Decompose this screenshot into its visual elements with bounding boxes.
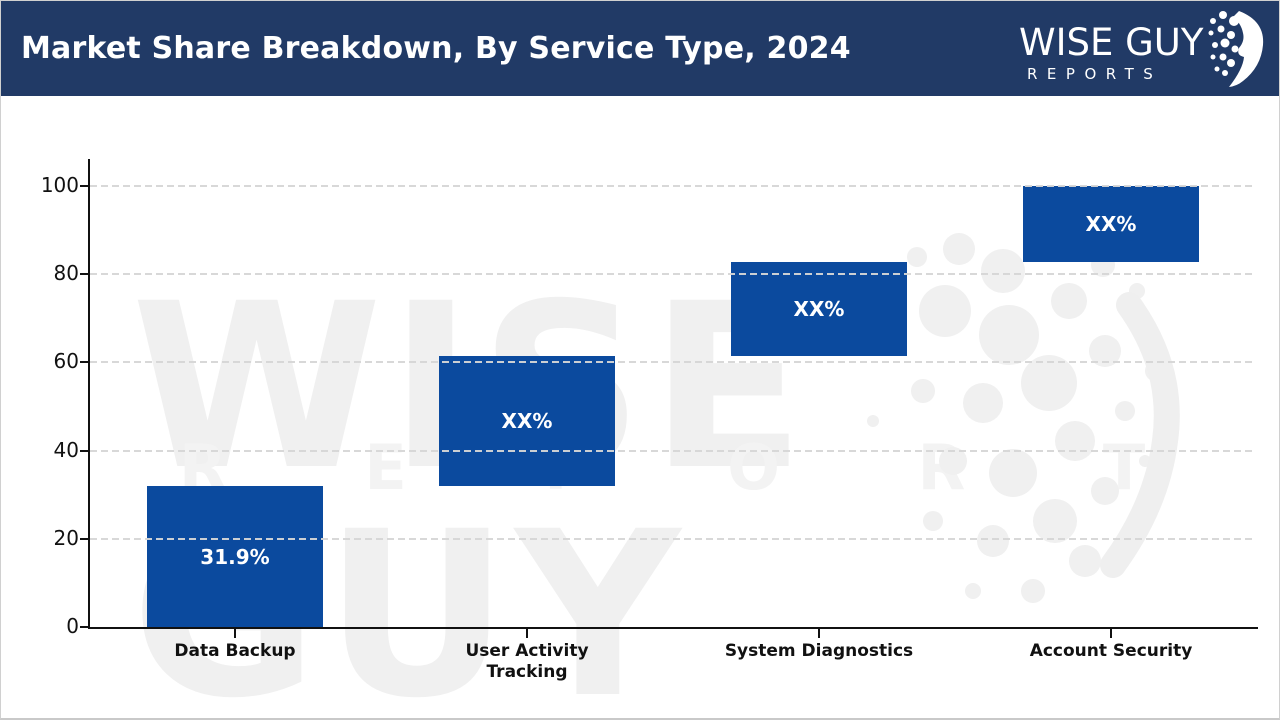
logo-head-dots xyxy=(1208,11,1264,87)
gridline-40 xyxy=(90,449,1256,452)
page-title: Market Share Breakdown, By Service Type,… xyxy=(21,31,851,66)
x-tick-mark-account-security xyxy=(1110,629,1112,638)
gridline-100 xyxy=(90,185,1256,187)
y-tick-label-0: 0 xyxy=(66,614,79,638)
y-tick-mark-20 xyxy=(80,537,88,540)
wise-guy-reports-logo: WISE GUY REPORTS xyxy=(1019,11,1264,87)
bar-value-label: XX% xyxy=(501,409,553,434)
y-tick-label-60: 60 xyxy=(53,349,79,374)
x-tick-mark-user-activity-tracking xyxy=(526,629,528,638)
bar-value-label: XX% xyxy=(793,296,845,321)
y-tick-mark-60 xyxy=(80,361,88,364)
x-tick-mark-data-backup xyxy=(234,629,236,638)
y-tick-label-80: 80 xyxy=(53,261,79,286)
y-tick-mark-80 xyxy=(80,273,88,276)
bar-user-activity-tracking: XX% xyxy=(439,355,615,487)
y-tick-mark-0 xyxy=(80,626,88,628)
bar-data-backup: 31.9% xyxy=(147,486,323,627)
y-tick-mark-100 xyxy=(80,185,88,187)
y-tick-mark-40 xyxy=(80,449,88,452)
bar-account-security: XX% xyxy=(1023,186,1199,262)
bar-value-label: 31.9% xyxy=(200,544,270,569)
header-bar: Market Share Breakdown, By Service Type,… xyxy=(1,1,1279,96)
logo-wiseguy-text: WISE GUY xyxy=(1019,21,1204,64)
logo-reports-text: REPORTS xyxy=(1027,65,1162,83)
y-axis-line xyxy=(88,159,90,629)
x-category-label-user-activity-tracking: User Activity Tracking xyxy=(465,641,589,682)
x-axis-line xyxy=(88,627,1258,629)
gridline-80 xyxy=(90,273,1256,276)
y-tick-label-40: 40 xyxy=(53,437,79,462)
x-tick-mark-system-diagnostics xyxy=(818,629,820,638)
gridline-60 xyxy=(90,361,1256,364)
y-tick-label-100: 100 xyxy=(40,173,79,197)
x-category-label-system-diagnostics: System Diagnostics xyxy=(724,641,914,661)
gridline-20 xyxy=(90,537,1256,540)
bar-system-diagnostics: XX% xyxy=(731,261,907,356)
x-category-label-account-security: Account Security xyxy=(1029,641,1193,661)
y-tick-label-20: 20 xyxy=(53,525,79,550)
x-category-label-data-backup: Data Backup xyxy=(174,641,296,661)
bar-value-label: XX% xyxy=(1085,211,1137,236)
